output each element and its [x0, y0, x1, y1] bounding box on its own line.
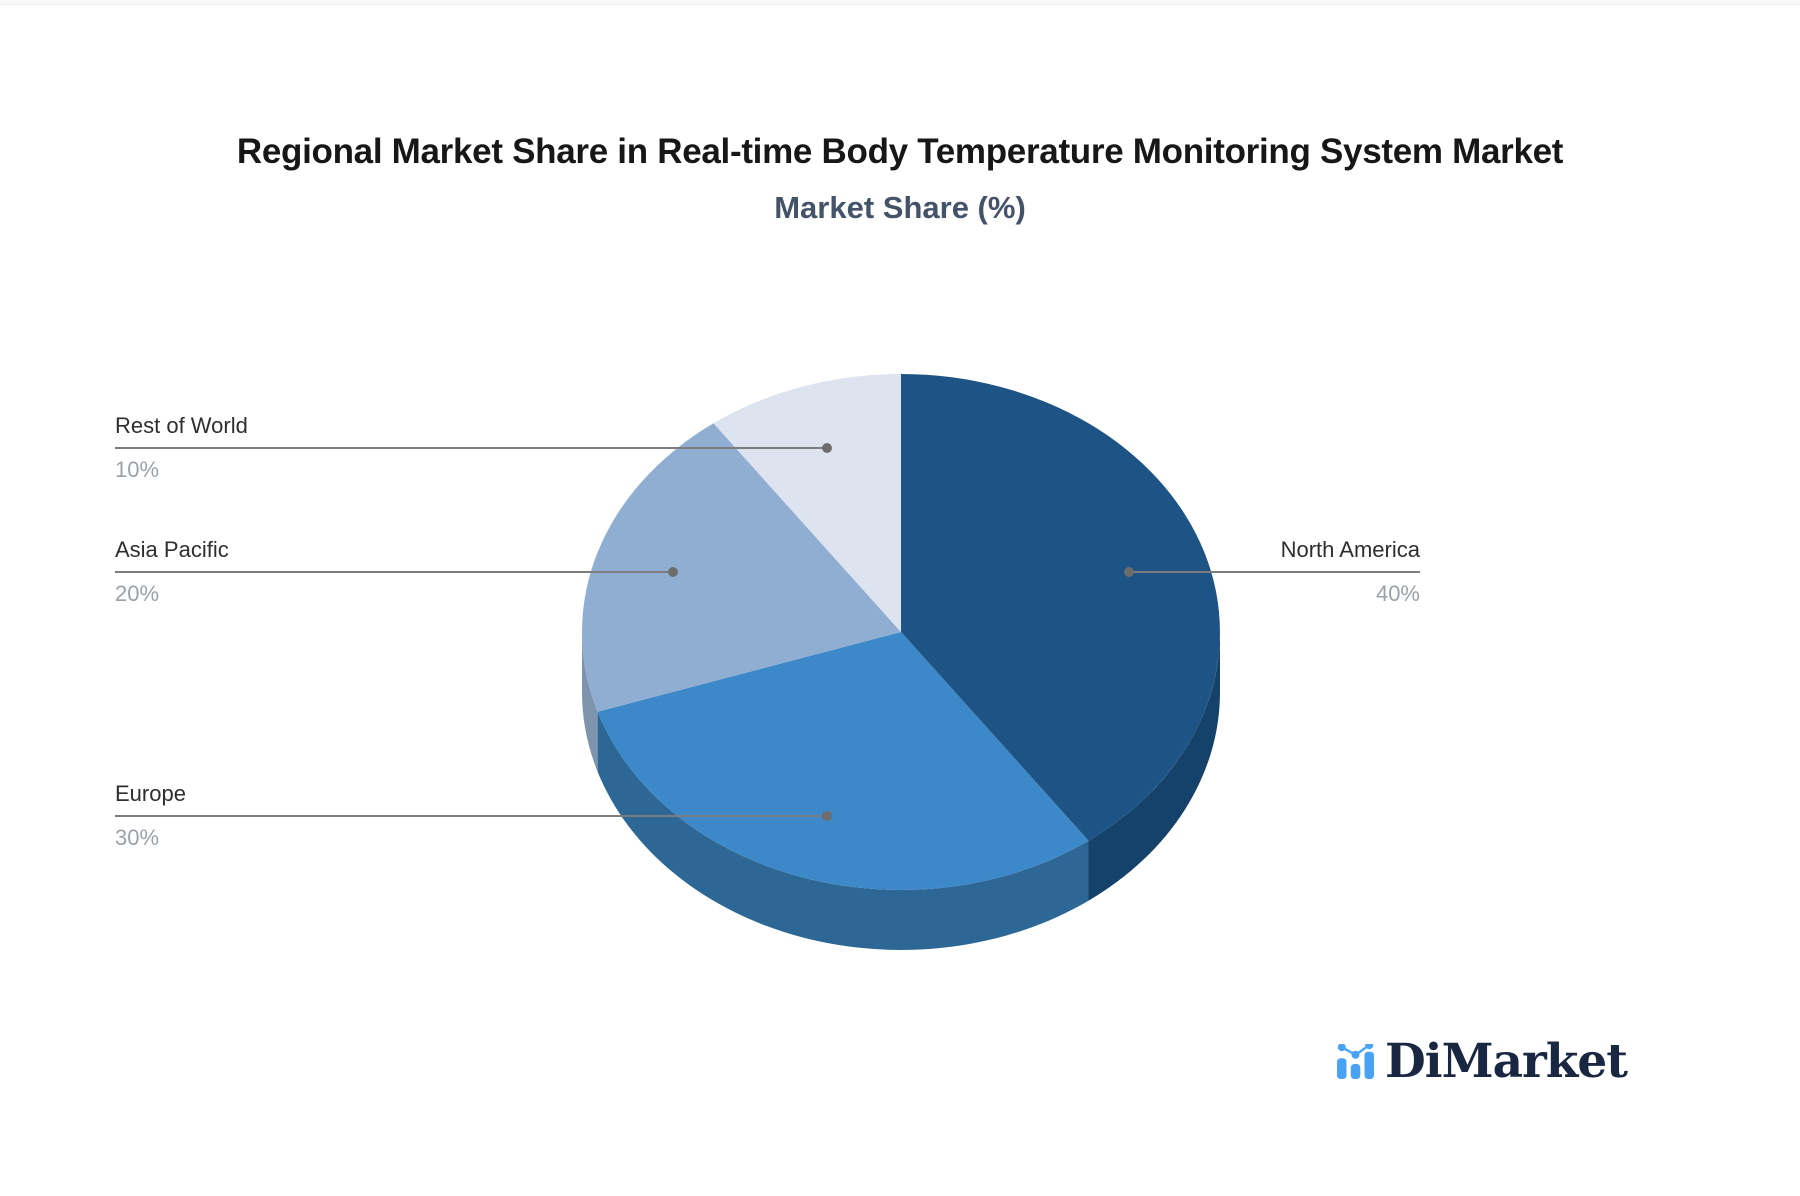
callout-dot-rest-of-world	[822, 442, 833, 453]
slice-percent-rest-of-world: 10%	[115, 456, 160, 482]
slice-percent-europe: 30%	[115, 825, 160, 851]
chart-title: Regional Market Share in Real-time Body …	[236, 132, 1564, 171]
slice-label-north-america: North America	[1280, 537, 1420, 563]
slice-percent-asia-pacific: 20%	[115, 581, 160, 607]
chart-subtitle: Market Share (%)	[774, 190, 1026, 225]
bar-line-chart-icon	[1336, 1044, 1374, 1079]
pie-slice-side-asia-pacific	[582, 632, 598, 772]
slice-label-rest-of-world: Rest of World	[115, 412, 248, 438]
brand-logo: DiMarket	[1336, 1034, 1628, 1089]
pie-slice-asia-pacific[interactable]	[582, 423, 901, 712]
callout-dot-north-america	[1123, 567, 1134, 578]
top-border-strip	[0, 0, 1800, 5]
callout-line-asia-pacific	[115, 571, 674, 574]
pie-slice-europe[interactable]	[597, 632, 1089, 890]
callout-dot-asia-pacific	[668, 567, 679, 578]
callout-line-north-america	[1128, 571, 1420, 574]
pie-slice-rest-of-world[interactable]	[713, 374, 902, 632]
pie-slice-north-america[interactable]	[901, 374, 1220, 841]
pie-slice-side-europe	[597, 711, 1089, 950]
slice-percent-north-america: 40%	[1375, 581, 1420, 607]
slice-label-asia-pacific: Asia Pacific	[115, 537, 229, 563]
pie-slice-side-north-america	[1088, 632, 1220, 901]
callout-dot-europe	[822, 811, 833, 822]
brand-logo-text: DiMarket	[1384, 1034, 1628, 1089]
callout-line-europe	[115, 815, 828, 818]
slice-label-europe: Europe	[115, 781, 186, 807]
callout-line-rest-of-world	[115, 446, 828, 449]
